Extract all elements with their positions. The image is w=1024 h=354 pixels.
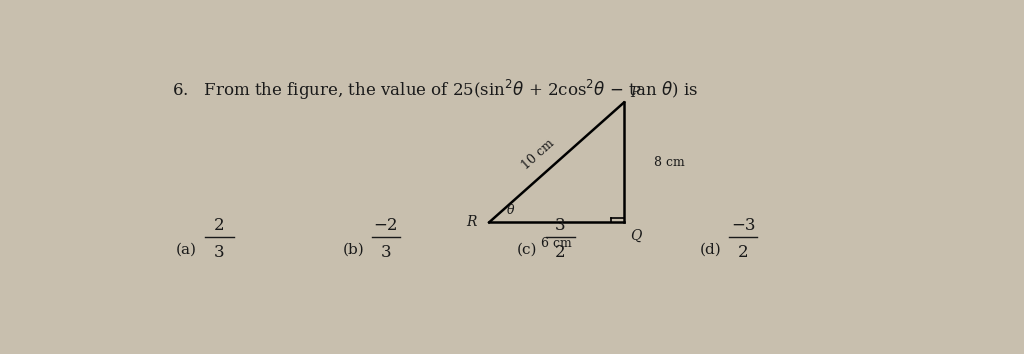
Text: −3: −3 — [731, 217, 756, 234]
Text: 2: 2 — [214, 217, 224, 234]
Text: 10 cm: 10 cm — [519, 137, 557, 173]
Text: (d): (d) — [699, 242, 721, 257]
Text: 3: 3 — [381, 244, 391, 261]
Text: 6.   From the figure, the value of 25(sin$^2\theta$ + 2cos$^2\theta$ $-$ tan $\t: 6. From the figure, the value of 25(sin$… — [172, 78, 697, 102]
Text: 8 cm: 8 cm — [654, 156, 685, 169]
Text: P: P — [631, 86, 640, 100]
Text: (b): (b) — [342, 242, 364, 257]
Text: 3: 3 — [214, 244, 224, 261]
Text: θ: θ — [507, 204, 514, 217]
Text: R: R — [466, 215, 476, 229]
Text: 2: 2 — [555, 244, 566, 261]
Text: −2: −2 — [374, 217, 398, 234]
Text: 2: 2 — [737, 244, 749, 261]
Text: 3: 3 — [555, 217, 566, 234]
Text: 6 cm: 6 cm — [541, 238, 572, 250]
Text: (c): (c) — [517, 242, 538, 257]
Text: Q: Q — [631, 229, 642, 243]
Text: (a): (a) — [176, 242, 197, 257]
